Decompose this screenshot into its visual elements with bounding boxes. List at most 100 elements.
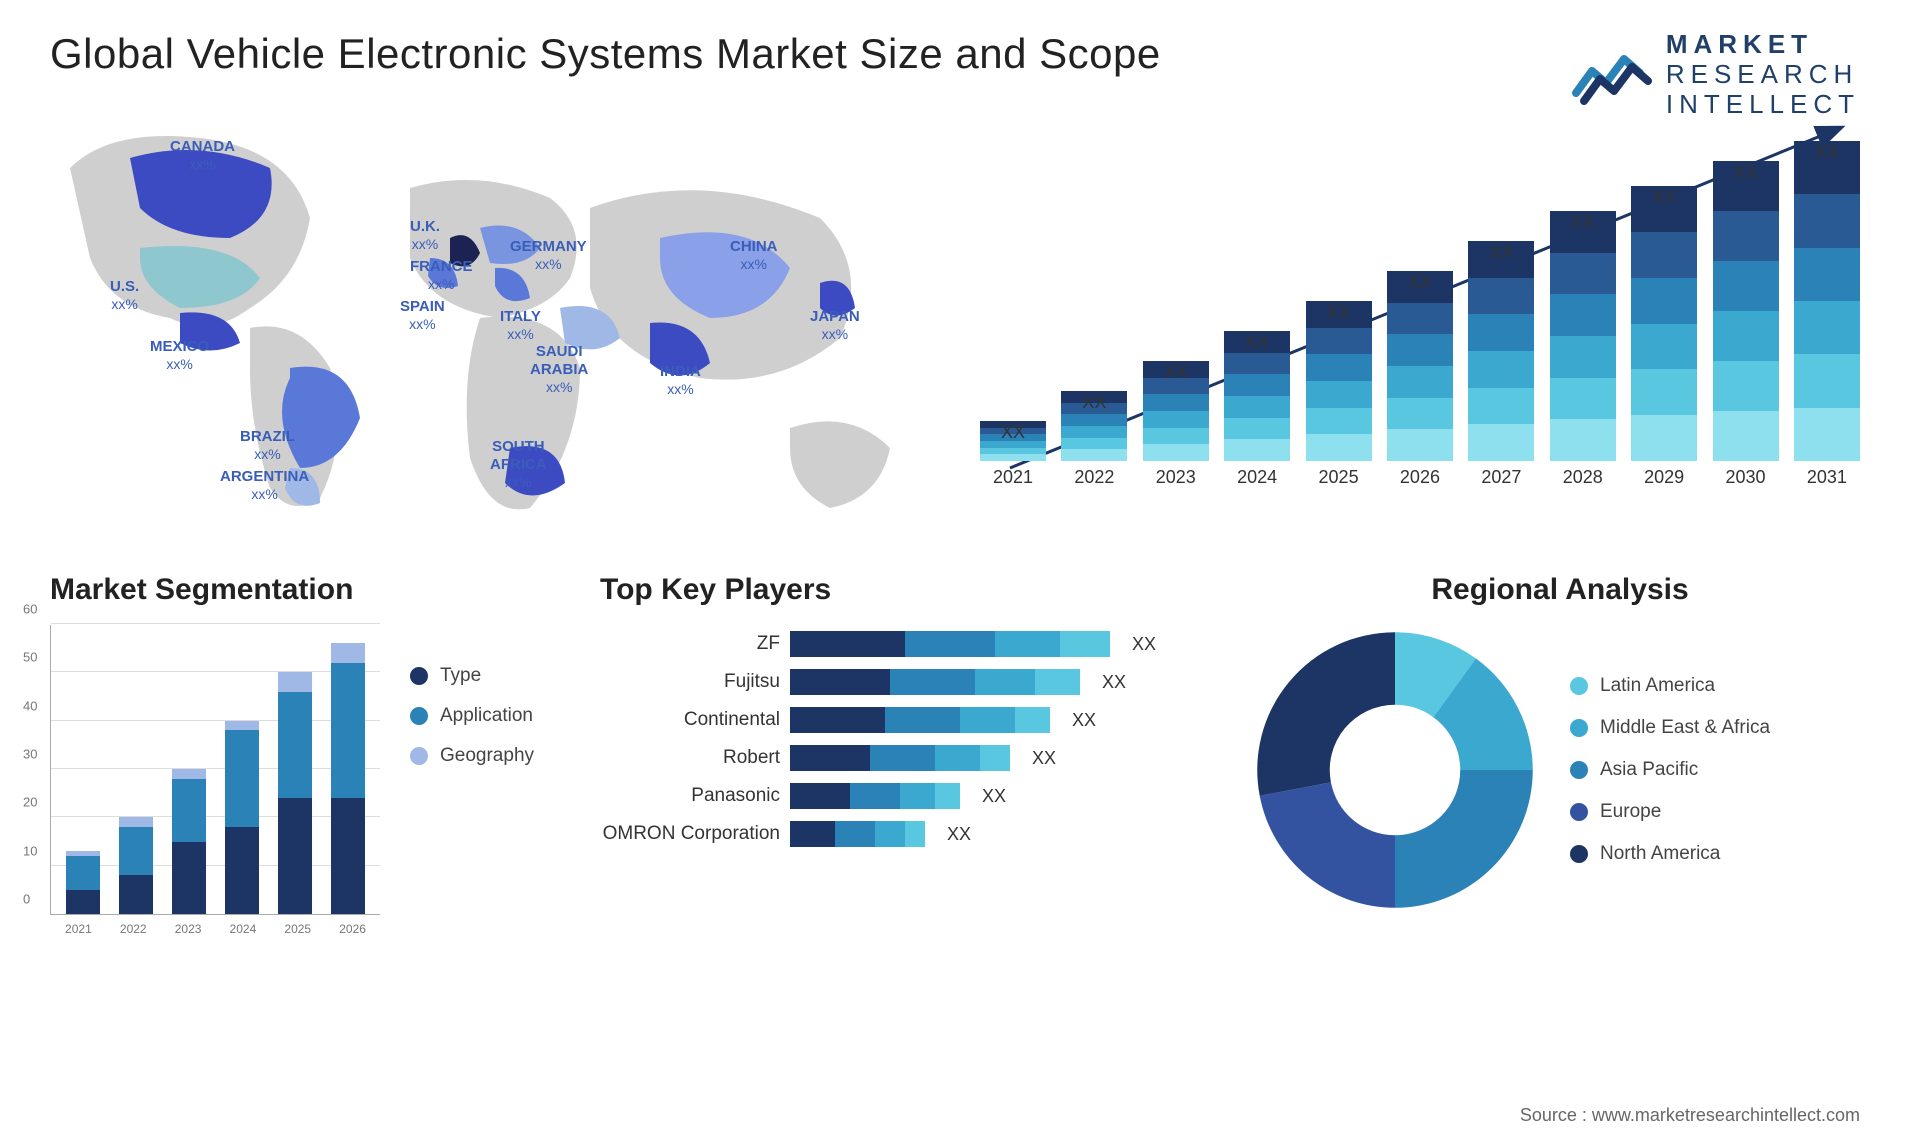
logo-text: MARKET RESEARCH INTELLECT [1666, 30, 1860, 120]
segmentation-legend: Type Application Geography [410, 625, 534, 915]
world-map: CANADAxx% U.S.xx% MEXICOxx% BRAZILxx% ARGENT… [50, 108, 930, 528]
growth-year-label: 2031 [1807, 467, 1847, 488]
map-label-argentina: ARGENTINAxx% [220, 468, 309, 503]
seg-xtick: 2021 [65, 922, 92, 936]
growth-bar-value: XX [1652, 187, 1676, 208]
map-label-germany: GERMANYxx% [510, 238, 587, 273]
growth-bar-value: XX [1164, 362, 1188, 383]
seg-bar-2025 [278, 672, 312, 914]
map-label-canada: CANADAxx% [170, 138, 235, 173]
kp-name: Continental [600, 709, 780, 731]
map-label-saudiarabia: SAUDIARABIAxx% [530, 343, 588, 396]
kp-value: XX [1072, 710, 1096, 731]
kp-row: Panasonic XX [600, 783, 1220, 809]
growth-year-label: 2028 [1563, 467, 1603, 488]
growth-year-label: 2026 [1400, 467, 1440, 488]
seg-ytick: 20 [23, 795, 37, 810]
map-label-brazil: BRAZILxx% [240, 428, 295, 463]
growth-bar-value: XX [1408, 272, 1432, 293]
map-label-mexico: MEXICOxx% [150, 338, 209, 373]
kp-name: ZF [600, 633, 780, 655]
growth-year-label: 2025 [1319, 467, 1359, 488]
growth-bar-value: XX [1001, 422, 1025, 443]
kp-value: XX [947, 824, 971, 845]
seg-bar-2026 [331, 643, 365, 914]
regional-title: Regional Analysis [1250, 573, 1870, 607]
reg-legend-item: North America [1570, 843, 1770, 865]
map-label-us: U.S.xx% [110, 278, 139, 313]
map-label-japan: JAPANxx% [810, 308, 860, 343]
seg-xtick: 2026 [339, 922, 366, 936]
donut-slice-europe [1260, 782, 1395, 908]
reg-legend-item: Asia Pacific [1570, 759, 1770, 781]
seg-bar-2024 [225, 721, 259, 914]
growth-bar-2027: 2027 [1468, 241, 1534, 488]
segmentation-title: Market Segmentation [50, 573, 570, 607]
seg-legend-item: Type [410, 665, 534, 687]
kp-name: Panasonic [600, 785, 780, 807]
map-label-italy: ITALYxx% [500, 308, 541, 343]
growth-bar-2031: 2031 [1794, 141, 1860, 488]
growth-year-label: 2027 [1481, 467, 1521, 488]
seg-xtick: 2025 [284, 922, 311, 936]
kp-row: ZF XX [600, 631, 1220, 657]
key-players-chart: ZFXXFujitsuXXContinentalXXRobertXXPanaso… [600, 625, 1220, 847]
growth-bar-2025: 2025 [1306, 301, 1372, 488]
seg-ytick: 0 [23, 892, 30, 907]
growth-bar-value: XX [1571, 212, 1595, 233]
seg-ytick: 40 [23, 698, 37, 713]
seg-xtick: 2022 [120, 922, 147, 936]
kp-row: RobertXX [600, 745, 1220, 771]
kp-name: OMRON Corporation [600, 823, 780, 845]
growth-year-label: 2023 [1156, 467, 1196, 488]
kp-row: FujitsuXX [600, 669, 1220, 695]
growth-bar-2026: 2026 [1387, 271, 1453, 488]
segmentation-panel: Market Segmentation 10203040506002021202… [50, 573, 570, 915]
seg-xtick: 2024 [230, 922, 257, 936]
growth-bar-2029: 2029 [1631, 186, 1697, 488]
kp-row: OMRON Corporation XX [600, 821, 1220, 847]
key-players-panel: Top Key Players ZFXXFujitsuXXContinental… [600, 573, 1220, 915]
map-label-china: CHINAxx% [730, 238, 778, 273]
kp-value: XX [1132, 634, 1156, 655]
logo-mark-icon [1572, 43, 1652, 107]
kp-name: Fujitsu [600, 671, 780, 693]
seg-legend-item: Application [410, 705, 534, 727]
kp-value: XX [982, 786, 1006, 807]
seg-bar-2021 [66, 851, 100, 914]
reg-legend-item: Latin America [1570, 675, 1770, 697]
growth-year-label: 2030 [1725, 467, 1765, 488]
growth-bar-2030: 2030 [1713, 161, 1779, 488]
map-label-india: INDIAxx% [660, 363, 701, 398]
reg-legend-item: Europe [1570, 801, 1770, 823]
kp-row: Continental XX [600, 707, 1220, 733]
key-players-title: Top Key Players [600, 573, 1220, 607]
seg-ytick: 50 [23, 650, 37, 665]
seg-ytick: 60 [23, 602, 37, 617]
growth-bar-2024: 2024 [1224, 331, 1290, 488]
seg-xtick: 2023 [175, 922, 202, 936]
donut-slice-north-america [1257, 632, 1395, 796]
growth-bar-value: XX [1489, 242, 1513, 263]
map-label-southafrica: SOUTHAFRICAxx% [490, 438, 547, 491]
donut-slice-asia-pacific [1395, 770, 1533, 908]
growth-bar-value: XX [1815, 142, 1839, 163]
brand-logo: MARKET RESEARCH INTELLECT [1572, 30, 1860, 120]
regional-legend: Latin America Middle East & Africa Asia Pa… [1570, 675, 1770, 865]
growth-chart: 2021202220232024202520262027202820292030… [970, 108, 1870, 528]
regional-donut [1250, 625, 1540, 915]
regional-panel: Regional Analysis Latin America Middle Ea… [1250, 573, 1870, 915]
growth-year-label: 2022 [1074, 467, 1114, 488]
seg-bar-2022 [119, 817, 153, 914]
source-attribution: Source : www.marketresearchintellect.com [1520, 1105, 1860, 1126]
growth-bar-value: XX [1082, 392, 1106, 413]
seg-legend-item: Geography [410, 745, 534, 767]
seg-ytick: 30 [23, 747, 37, 762]
growth-bar-value: XX [1245, 332, 1269, 353]
growth-bar-value: XX [1734, 162, 1758, 183]
reg-legend-item: Middle East & Africa [1570, 717, 1770, 739]
seg-ytick: 10 [23, 843, 37, 858]
kp-value: XX [1032, 748, 1056, 769]
growth-year-label: 2029 [1644, 467, 1684, 488]
map-label-spain: SPAINxx% [400, 298, 445, 333]
